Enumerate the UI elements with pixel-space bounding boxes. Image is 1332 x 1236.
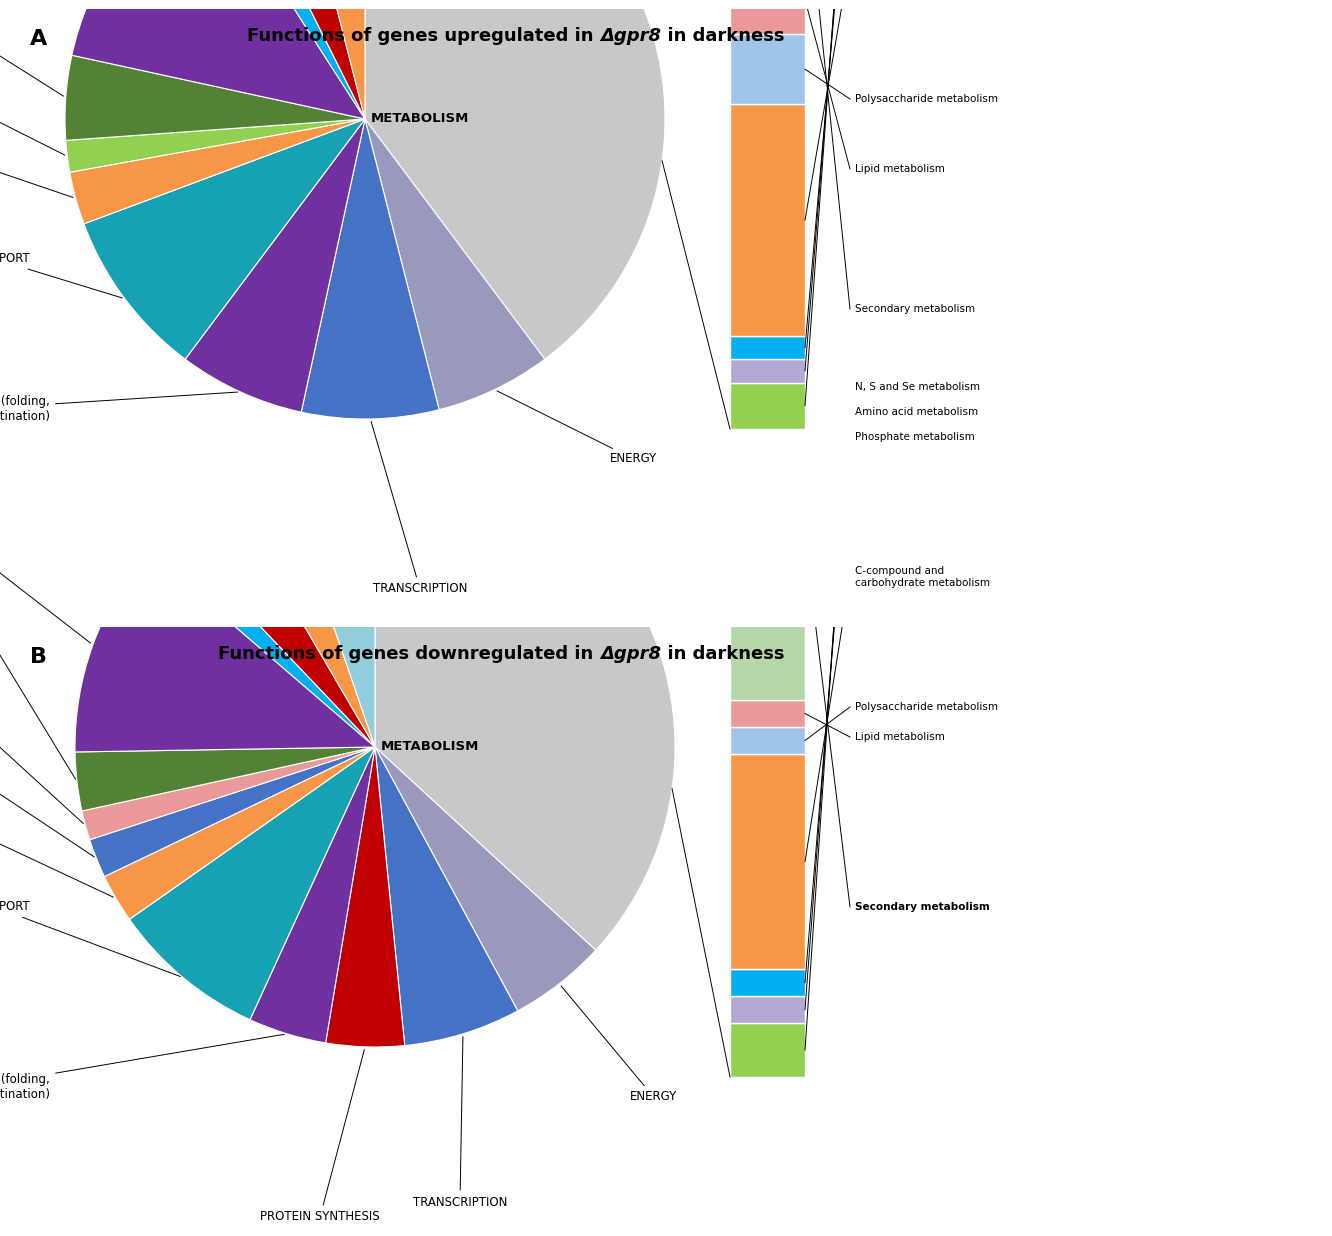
Wedge shape bbox=[230, 0, 365, 119]
Text: Functions of genes upregulated in: Functions of genes upregulated in bbox=[248, 27, 599, 44]
Wedge shape bbox=[89, 747, 376, 876]
Text: N, S and Se metabolism: N, S and Se metabolism bbox=[855, 382, 980, 392]
Text: ENERGY: ENERGY bbox=[497, 391, 657, 466]
Text: Polysaccharide metabolism: Polysaccharide metabolism bbox=[855, 702, 998, 712]
Text: Lipid metabolism: Lipid metabolism bbox=[855, 164, 944, 174]
Wedge shape bbox=[81, 747, 376, 839]
Wedge shape bbox=[376, 447, 675, 950]
Text: in darkness: in darkness bbox=[655, 645, 785, 662]
Text: PROTEIN FATE (folding,
modification, destination): PROTEIN FATE (folding, modification, des… bbox=[0, 392, 237, 423]
Wedge shape bbox=[72, 0, 365, 119]
Text: C-compound and
carbohydrate transport: C-compound and carbohydrate transport bbox=[0, 135, 73, 198]
Text: Secondary metabolism: Secondary metabolism bbox=[855, 304, 975, 314]
Text: C-compound and
carbohydrate metabolism: C-compound and carbohydrate metabolism bbox=[855, 566, 990, 588]
Text: TRANSPORT: TRANSPORT bbox=[0, 901, 180, 976]
Text: METABOLISM: METABOLISM bbox=[381, 740, 480, 754]
Text: TRANSCRIPTION: TRANSCRIPTION bbox=[413, 1037, 507, 1209]
Text: PROTEIN FATE (folding,
modification, destination): PROTEIN FATE (folding, modification, des… bbox=[0, 1035, 284, 1101]
Wedge shape bbox=[75, 551, 376, 751]
Wedge shape bbox=[65, 56, 365, 141]
Wedge shape bbox=[325, 747, 405, 1047]
Wedge shape bbox=[185, 119, 365, 412]
Wedge shape bbox=[277, 447, 376, 747]
Wedge shape bbox=[84, 119, 365, 360]
Wedge shape bbox=[376, 747, 595, 1011]
Text: SIGNAL TRANSDUCTION: SIGNAL TRANSDUCTION bbox=[0, 501, 76, 779]
Bar bbox=[730, 996, 805, 1023]
Text: Δgpr8: Δgpr8 bbox=[599, 27, 661, 44]
Wedge shape bbox=[365, 119, 545, 409]
Text: B: B bbox=[31, 646, 47, 667]
Wedge shape bbox=[376, 747, 518, 1046]
Text: SIGNAL TRANSDUCTION: SIGNAL TRANSDUCTION bbox=[0, 0, 64, 96]
Bar bbox=[730, 360, 805, 383]
Text: C-compound and
carbohydrate transport: C-compound and carbohydrate transport bbox=[0, 794, 113, 897]
Bar bbox=[730, 383, 805, 429]
Text: CELL RESCUE, DEFENSE
AND VIRULENCE: CELL RESCUE, DEFENSE AND VIRULENCE bbox=[0, 413, 91, 643]
Text: PROTEIN SYNTHESIS: PROTEIN SYNTHESIS bbox=[260, 1049, 380, 1224]
Wedge shape bbox=[69, 119, 365, 224]
Wedge shape bbox=[250, 747, 376, 1043]
Text: Lipid metabolism: Lipid metabolism bbox=[855, 732, 944, 742]
Text: in darkness: in darkness bbox=[655, 27, 785, 44]
Wedge shape bbox=[129, 747, 376, 1020]
Wedge shape bbox=[202, 0, 365, 119]
Text: Δgpr8: Δgpr8 bbox=[599, 645, 661, 662]
Bar bbox=[730, 700, 805, 727]
Wedge shape bbox=[65, 119, 365, 172]
Wedge shape bbox=[365, 0, 665, 360]
Bar bbox=[730, 727, 805, 754]
Text: ENERGY: ENERGY bbox=[561, 986, 677, 1104]
Wedge shape bbox=[104, 747, 376, 920]
Wedge shape bbox=[168, 488, 376, 747]
Text: TRANSPORT: TRANSPORT bbox=[0, 252, 123, 298]
Wedge shape bbox=[290, 0, 365, 119]
Text: Cellular export and secretion: Cellular export and secretion bbox=[0, 711, 95, 857]
Bar bbox=[730, 336, 805, 360]
Bar bbox=[730, 377, 805, 700]
Wedge shape bbox=[148, 530, 376, 747]
Text: Amino acid metabolism: Amino acid metabolism bbox=[855, 407, 978, 417]
Text: Polysaccharide metabolism: Polysaccharide metabolism bbox=[855, 94, 998, 104]
Wedge shape bbox=[301, 119, 440, 419]
Text: Cellular export and secretion: Cellular export and secretion bbox=[0, 63, 65, 156]
Text: A: A bbox=[31, 28, 47, 49]
Bar bbox=[730, 754, 805, 969]
Bar bbox=[730, 969, 805, 996]
Text: METABOLISM: METABOLISM bbox=[370, 112, 469, 126]
Text: TRANSCRIPTION: TRANSCRIPTION bbox=[372, 421, 468, 596]
Bar bbox=[730, 104, 805, 336]
Wedge shape bbox=[75, 747, 376, 811]
Bar bbox=[730, 35, 805, 104]
Text: Functions of genes downregulated in: Functions of genes downregulated in bbox=[218, 645, 599, 662]
Bar bbox=[730, 0, 805, 35]
Bar bbox=[730, 1023, 805, 1077]
Wedge shape bbox=[224, 464, 376, 747]
Text: Type I protein secretion
system (ABC-type transport
systems): Type I protein secretion system (ABC-typ… bbox=[0, 596, 84, 823]
Text: Phosphate metabolism: Phosphate metabolism bbox=[855, 433, 975, 442]
Text: Secondary metabolism: Secondary metabolism bbox=[855, 902, 990, 912]
